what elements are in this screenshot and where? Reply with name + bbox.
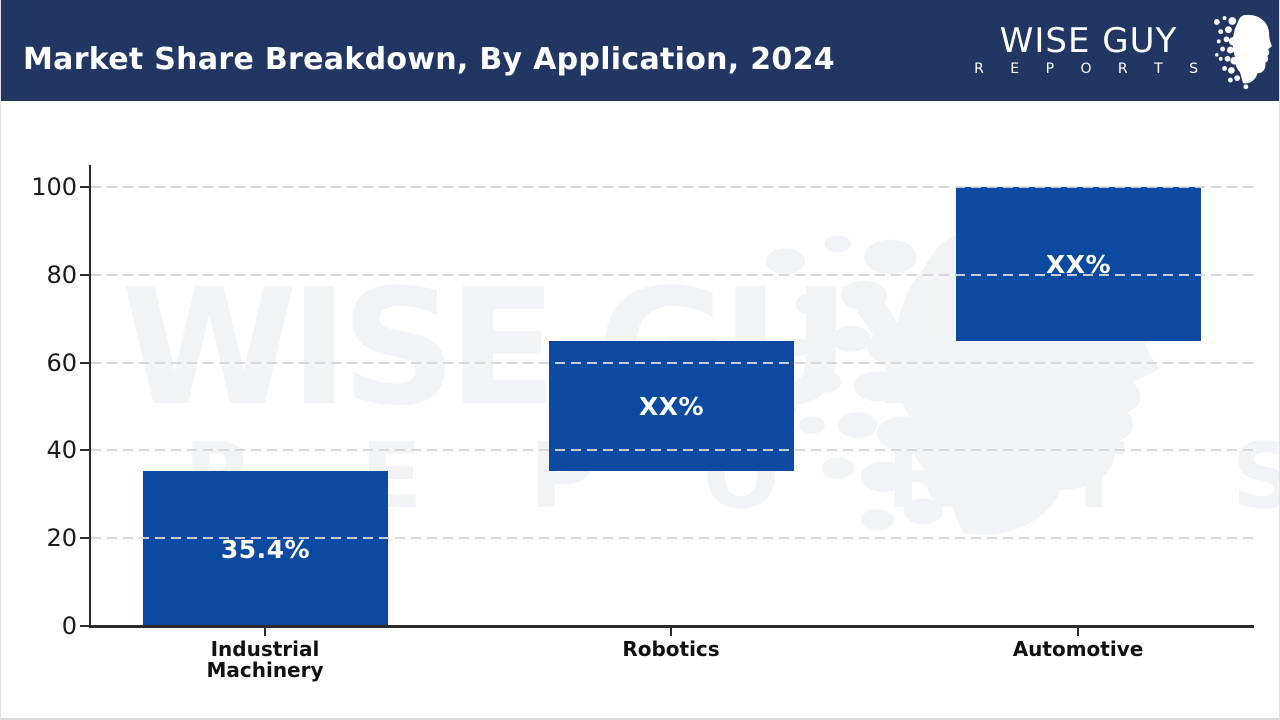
header-band: Market Share Breakdown, By Application, … (1, 0, 1279, 101)
y-tick (80, 449, 89, 451)
brand-logo: WISE GUY R E P O R T S (968, 0, 1273, 101)
x-tick (670, 628, 672, 636)
bar-industrial-machinery: 35.4% (143, 471, 388, 627)
gridline-20 (91, 537, 1254, 539)
y-tick-label-60: 60 (46, 349, 77, 377)
x-label-industrial-machinery: Industrial Machinery (155, 639, 375, 681)
bar-value-label: XX% (638, 391, 705, 421)
y-tick-label-20: 20 (46, 524, 77, 552)
y-tick (80, 362, 89, 364)
y-tick-label-0: 0 (61, 612, 77, 640)
y-tick (80, 186, 89, 188)
brand-name: WISE GUY (999, 21, 1178, 61)
y-tick (80, 274, 89, 276)
x-tick (1077, 628, 1079, 636)
bar-robotics: XX% (549, 341, 794, 471)
x-label-automotive: Automotive (968, 639, 1188, 660)
x-axis-line (89, 625, 1254, 628)
gridline-60 (91, 362, 1254, 364)
y-tick-label-80: 80 (46, 261, 77, 289)
x-label-line: Industrial (210, 637, 320, 661)
watermark-wordmark: WISE GUY (121, 254, 958, 441)
y-tick-label-100: 100 (31, 173, 77, 201)
chart-title: Market Share Breakdown, By Application, … (23, 42, 835, 77)
bar-value-label: XX% (1045, 249, 1112, 279)
brand-wordmark: WISE GUY R E P O R T S (968, 24, 1209, 77)
x-label-robotics: Robotics (561, 639, 781, 660)
y-tick-label-40: 40 (46, 436, 77, 464)
y-tick (80, 625, 89, 627)
bar-automotive: XX% (956, 187, 1201, 341)
gridline-40 (91, 449, 1254, 451)
brand-subname: R E P O R T S (974, 61, 1209, 77)
bar-value-label: 35.4% (220, 534, 311, 564)
gridline-80 (91, 274, 1254, 276)
wiseguy-head-icon (1213, 14, 1273, 89)
y-tick (80, 537, 89, 539)
x-label-line: Automotive (1012, 637, 1144, 661)
x-tick (264, 628, 266, 636)
y-axis-line (89, 165, 91, 627)
gridline-100 (91, 186, 1254, 188)
x-label-line: Robotics (622, 637, 720, 661)
x-label-line: Machinery (206, 658, 324, 682)
